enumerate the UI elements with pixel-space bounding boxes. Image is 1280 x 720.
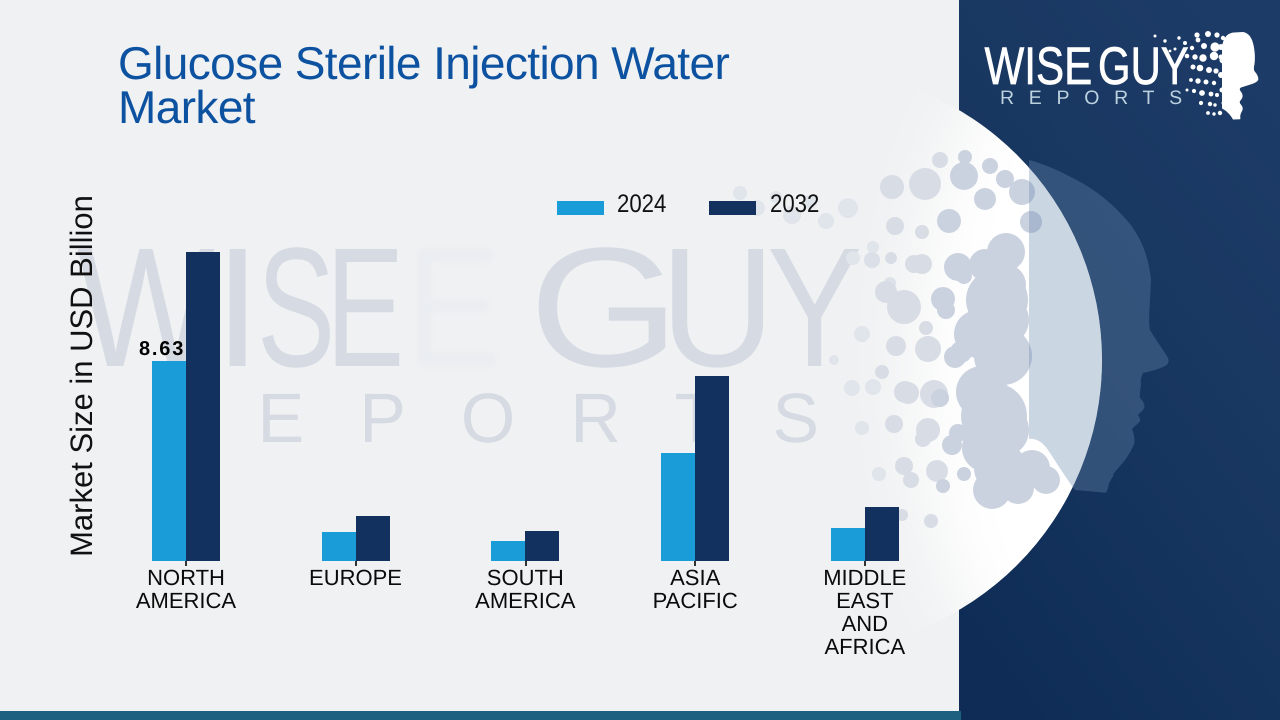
svg-text:Y: Y: [767, 213, 862, 403]
svg-text:GUY: GUY: [1098, 37, 1189, 96]
svg-text:WISE: WISE: [985, 37, 1093, 96]
svg-text:G: G: [529, 213, 680, 403]
svg-text:U: U: [660, 213, 775, 403]
svg-text:I: I: [214, 213, 261, 403]
svg-text:E: E: [326, 213, 404, 403]
svg-text:S: S: [257, 213, 335, 403]
svg-text:E: E: [406, 213, 501, 403]
svg-text:REPORTS: REPORTS: [152, 379, 874, 457]
svg-text:REPORTS: REPORTS: [1000, 87, 1197, 109]
